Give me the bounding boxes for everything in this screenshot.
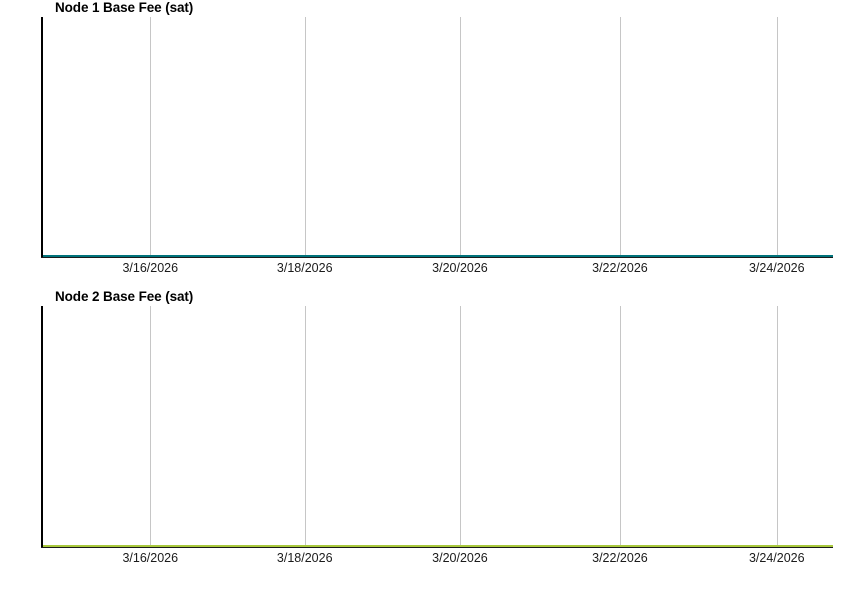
x-axis-node-1 bbox=[41, 256, 833, 258]
gridline-2 bbox=[460, 17, 461, 257]
gridline-3 bbox=[620, 306, 621, 547]
gridline-3 bbox=[620, 17, 621, 257]
gridline-2 bbox=[460, 306, 461, 547]
gridline-1 bbox=[305, 306, 306, 547]
gridline-1 bbox=[305, 17, 306, 257]
y-axis-node-2 bbox=[41, 306, 43, 548]
x-tick-label-1: 3/18/2026 bbox=[276, 551, 333, 565]
chart-title-node-2: Node 2 Base Fee (sat) bbox=[55, 289, 194, 304]
x-tick-labels-node-2: 3/16/2026 3/18/2026 3/20/2026 3/22/2026 … bbox=[41, 550, 833, 568]
x-tick-label-1: 3/18/2026 bbox=[276, 261, 333, 275]
chart-panel-node-2: Node 2 Base Fee (sat) 3/16/2026 3/18/202… bbox=[0, 289, 860, 589]
gridline-4 bbox=[777, 17, 778, 257]
gridline-0 bbox=[150, 306, 151, 547]
gridline-0 bbox=[150, 17, 151, 257]
x-tick-label-4: 3/24/2026 bbox=[748, 261, 805, 275]
chart-panel-node-1: Node 1 Base Fee (sat) 3/16/2026 3/18/202… bbox=[0, 0, 860, 290]
plot-area-node-1 bbox=[41, 17, 833, 258]
x-axis-node-2 bbox=[41, 546, 833, 548]
plot-area-node-2 bbox=[41, 306, 833, 548]
x-tick-label-3: 3/22/2026 bbox=[592, 551, 648, 565]
gridline-4 bbox=[777, 306, 778, 547]
y-axis-node-1 bbox=[41, 17, 43, 258]
x-tick-label-0: 3/16/2026 bbox=[122, 551, 179, 565]
x-tick-label-2: 3/20/2026 bbox=[432, 551, 488, 565]
chart-title-node-1: Node 1 Base Fee (sat) bbox=[55, 0, 194, 15]
x-tick-labels-node-1: 3/16/2026 3/18/2026 3/20/2026 3/22/2026 … bbox=[41, 260, 833, 278]
x-tick-label-2: 3/20/2026 bbox=[432, 261, 488, 275]
x-tick-label-3: 3/22/2026 bbox=[592, 261, 648, 275]
x-tick-label-4: 3/24/2026 bbox=[748, 551, 805, 565]
series-line-node-1 bbox=[41, 17, 833, 258]
x-tick-label-0: 3/16/2026 bbox=[122, 261, 179, 275]
series-line-node-2 bbox=[41, 306, 833, 548]
